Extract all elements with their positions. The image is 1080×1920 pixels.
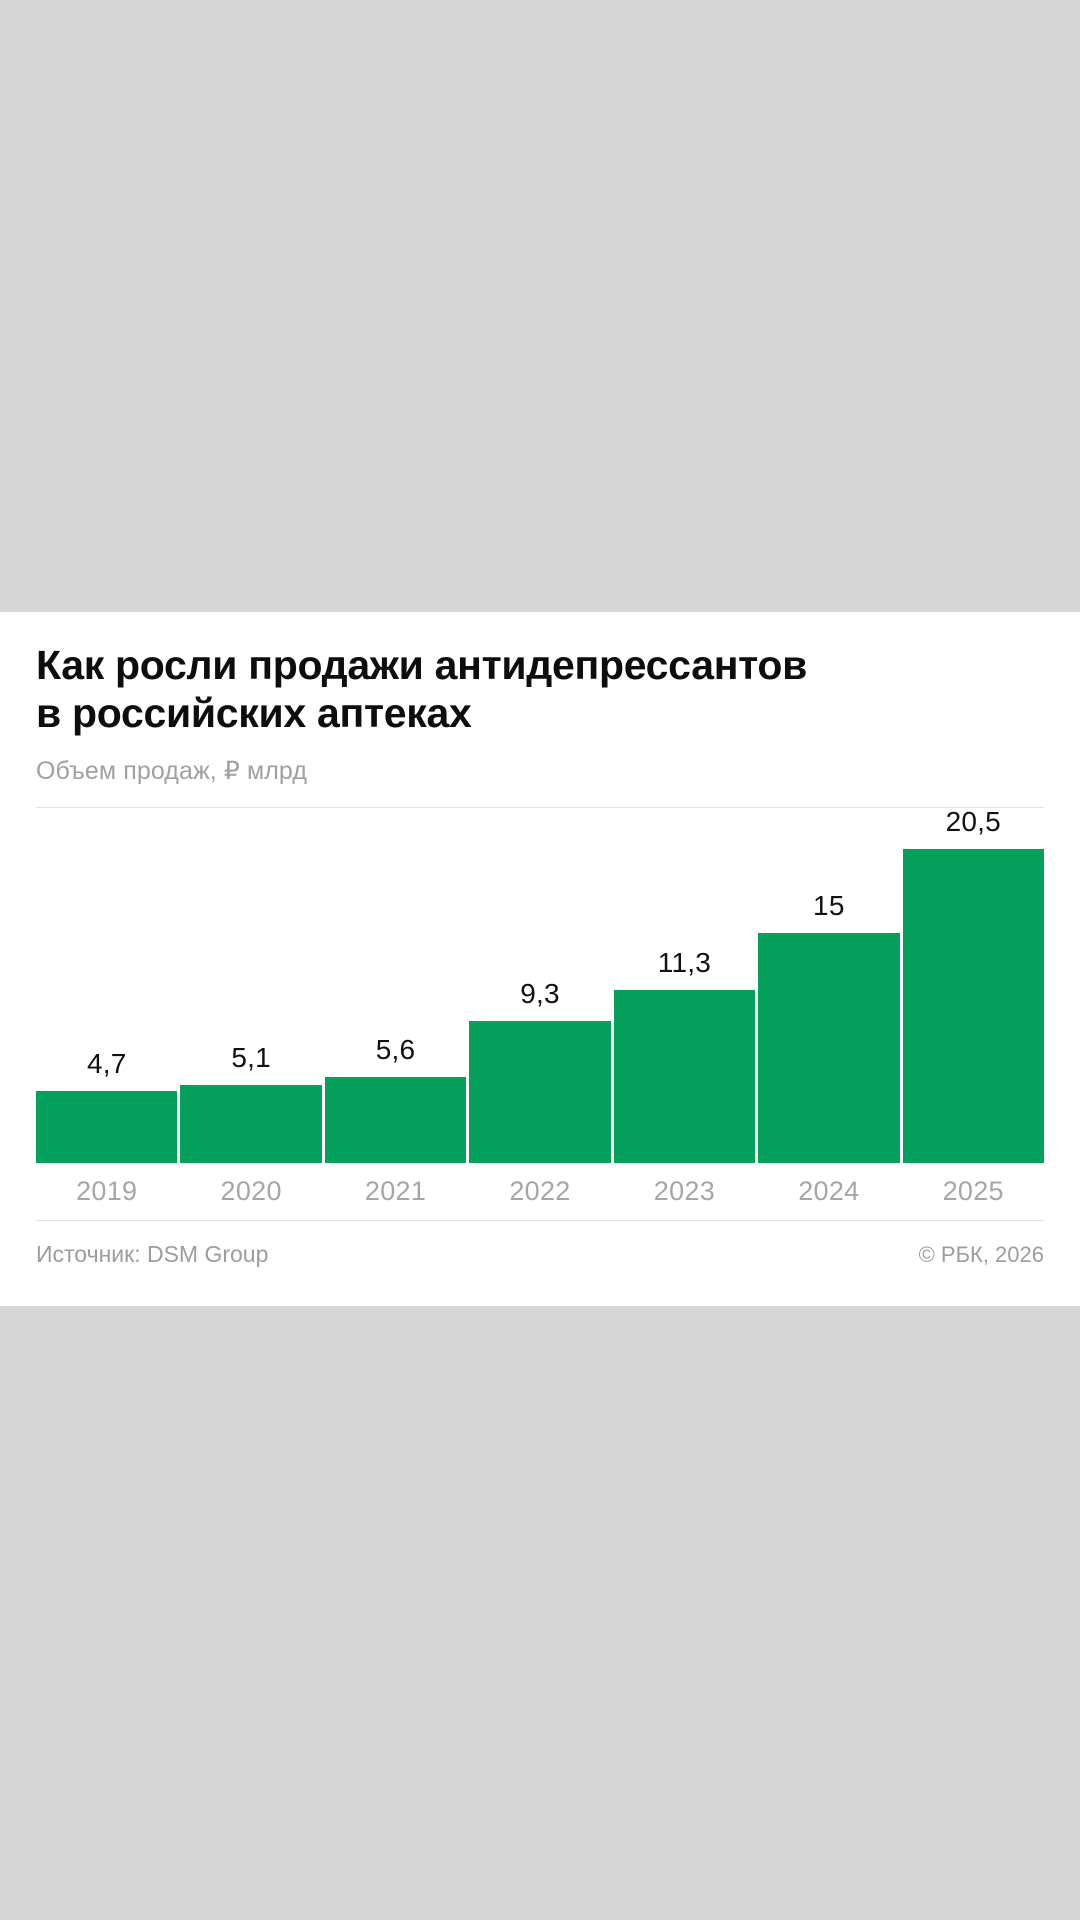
bar-value-label: 11,3	[657, 947, 711, 979]
bar-chart: 4,7 5,1 5,6 9,3 11,3 15 20,5 2019 2020 2021 2022 2…	[36, 808, 1044, 1220]
x-axis-label: 2022	[509, 1176, 571, 1207]
x-axis-label: 2019	[76, 1176, 138, 1207]
bar[interactable]	[902, 849, 1044, 1164]
bar-column[interactable]: 20,5	[902, 806, 1044, 1164]
title-line-2: в российских аптеках	[36, 689, 472, 736]
source-label: Источник: DSM Group	[36, 1241, 269, 1268]
x-axis-label: 2024	[798, 1176, 860, 1207]
bar-chart-x-axis: 2019 2020 2021 2022 2023 2024 2025	[36, 1163, 1044, 1220]
bar-column[interactable]: 5,6	[324, 808, 467, 1164]
x-axis-label: 2020	[220, 1176, 282, 1207]
bar-value-label: 5,1	[231, 1041, 271, 1073]
x-axis-label: 2021	[364, 1176, 427, 1207]
bar[interactable]	[469, 1020, 611, 1164]
bar-column[interactable]: 11,3	[613, 808, 756, 1164]
x-axis-label: 2025	[942, 1176, 1004, 1207]
bar[interactable]	[613, 990, 756, 1164]
bar-column[interactable]: 9,3	[469, 808, 611, 1164]
x-axis-label: 2023	[653, 1176, 716, 1207]
page-title: Как росли продажи антидепрессантов в рос…	[36, 612, 1044, 737]
bar-value-label: 20,5	[945, 806, 1001, 838]
infographic-card: Как росли продажи антидепрессантов в рос…	[0, 612, 1080, 1306]
chart-footer: Источник: DSM Group © РБК, 2026	[36, 1221, 1044, 1268]
title-line-1: Как росли продажи антидепрессантов	[36, 642, 808, 688]
bar-value-label: 4,7	[86, 1048, 127, 1080]
bar[interactable]	[36, 1091, 178, 1164]
bar-value-label: 15	[813, 890, 845, 922]
bar[interactable]	[324, 1077, 467, 1164]
bar-value-label: 9,3	[520, 977, 560, 1009]
bar-value-label: 5,6	[375, 1034, 416, 1066]
chart-subtitle: Объем продаж, ₽ млрд	[36, 757, 308, 786]
bar[interactable]	[180, 1084, 322, 1164]
bar-column[interactable]: 15	[758, 808, 900, 1164]
bar[interactable]	[758, 933, 900, 1164]
footer-divider	[36, 1220, 1044, 1222]
bar-column[interactable]: 5,1	[180, 808, 322, 1164]
copyright-label: © РБК, 2026	[918, 1242, 1044, 1268]
header-divider	[36, 807, 1044, 809]
bar-chart-plot: 4,7 5,1 5,6 9,3 11,3 15 20,5	[36, 806, 1044, 1164]
bar-column[interactable]: 4,7	[36, 808, 178, 1164]
